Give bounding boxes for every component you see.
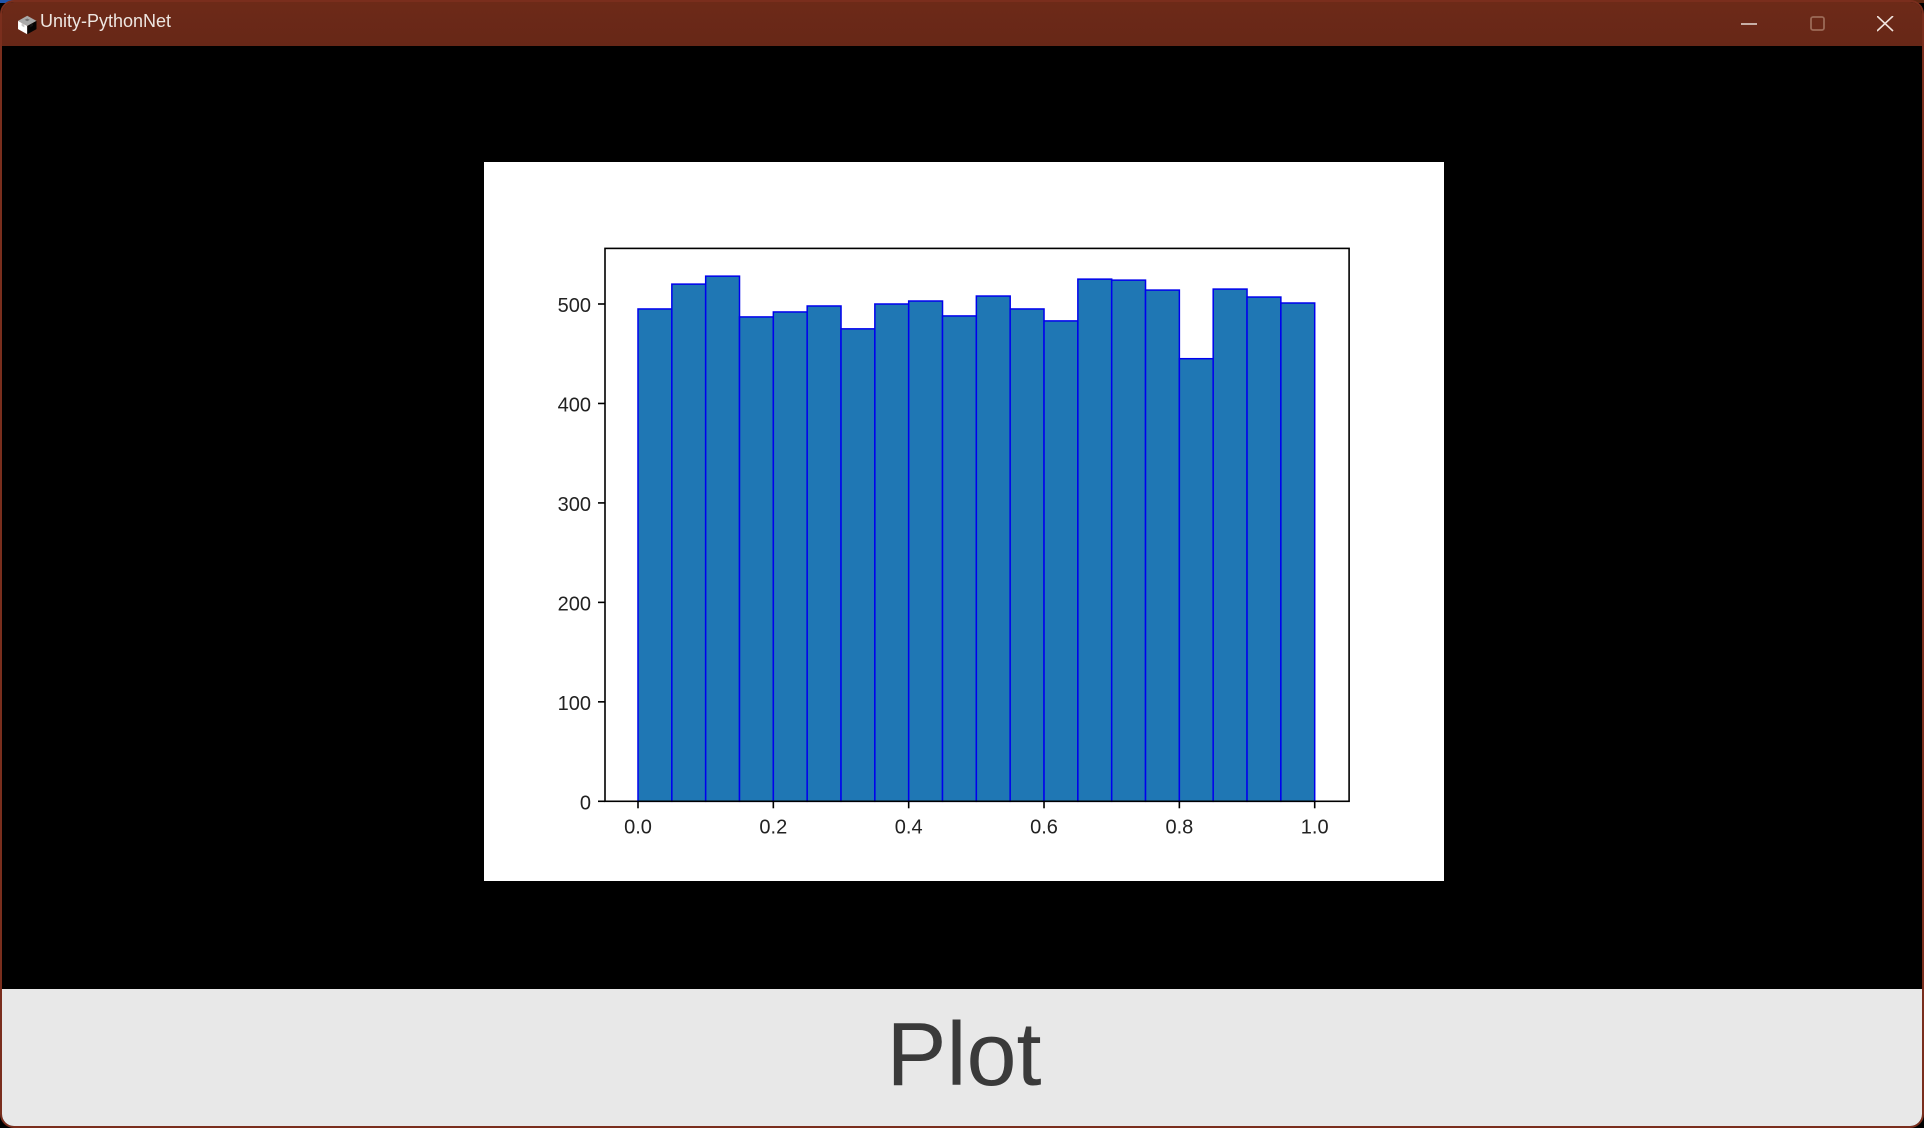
svg-text:0.6: 0.6 xyxy=(1030,816,1058,838)
svg-text:0.0: 0.0 xyxy=(624,816,652,838)
svg-text:0.8: 0.8 xyxy=(1165,816,1193,838)
svg-text:400: 400 xyxy=(558,394,591,416)
svg-text:300: 300 xyxy=(558,494,591,516)
svg-text:0.2: 0.2 xyxy=(759,816,787,838)
svg-text:200: 200 xyxy=(558,593,591,615)
svg-text:500: 500 xyxy=(558,295,591,317)
svg-text:1.0: 1.0 xyxy=(1301,816,1329,838)
svg-text:0.4: 0.4 xyxy=(895,816,923,838)
svg-text:0: 0 xyxy=(580,792,591,814)
svg-text:100: 100 xyxy=(558,693,591,715)
